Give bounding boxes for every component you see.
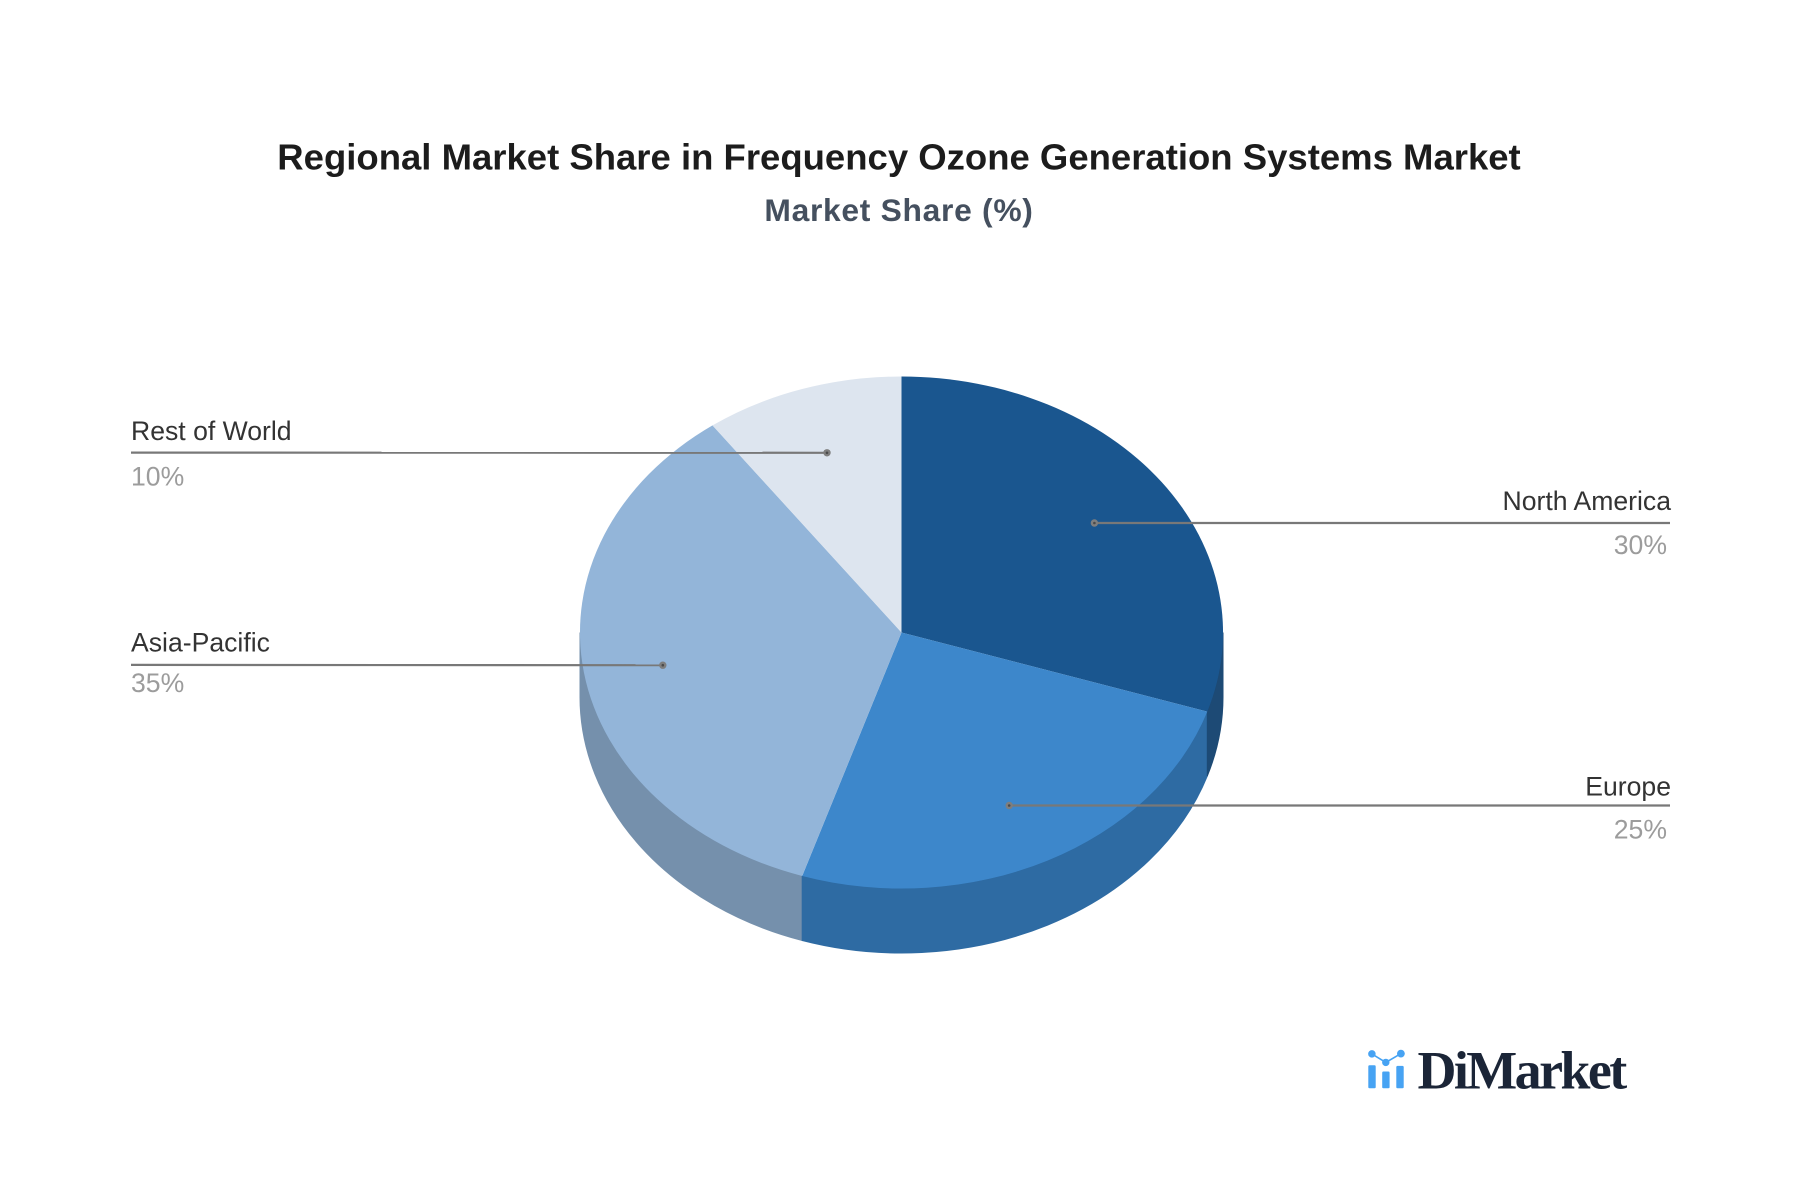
svg-text:30%: 30% [1614, 530, 1667, 560]
svg-text:Regional Market Share in Frequ: Regional Market Share in Frequency Ozone… [277, 137, 1520, 178]
svg-text:25%: 25% [1614, 815, 1667, 845]
svg-text:10%: 10% [131, 462, 184, 492]
svg-text:Europe: Europe [1585, 772, 1671, 802]
svg-text:Asia-Pacific: Asia-Pacific [131, 628, 270, 658]
svg-text:35%: 35% [131, 668, 184, 698]
svg-text:Rest of World: Rest of World [131, 416, 292, 446]
svg-text:North America: North America [1503, 486, 1672, 516]
svg-text:DiMarket: DiMarket [1418, 1040, 1628, 1100]
svg-text:Market Share (%): Market Share (%) [764, 192, 1033, 228]
